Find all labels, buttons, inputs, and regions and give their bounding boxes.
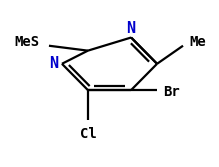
Text: Cl: Cl (79, 127, 96, 141)
Text: Br: Br (164, 85, 180, 99)
Text: Me: Me (189, 35, 206, 49)
Text: N: N (127, 21, 136, 36)
Text: N: N (49, 56, 59, 71)
Text: MeS: MeS (14, 35, 39, 49)
